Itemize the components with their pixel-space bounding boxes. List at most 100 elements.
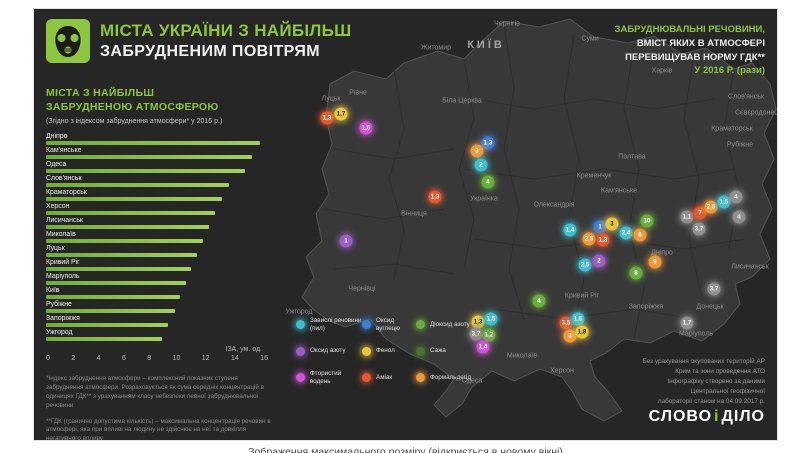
map-marker: 1,3 (428, 190, 442, 204)
bar-row: Лисичанськ (46, 217, 278, 230)
map-marker: 2,5 (582, 232, 596, 246)
bar-label: Київ (46, 287, 60, 295)
gas-mask-icon (46, 19, 90, 68)
pollutants-title-line3: ПЕРЕВИЩУВАВ НОРМУ ГДК** (625, 51, 765, 63)
bar-label: Слов'янськ (46, 175, 82, 183)
axis-tick: 4 (96, 355, 101, 363)
bar-row: Рубіжне (46, 301, 278, 314)
city-label: Дніпро (651, 249, 673, 257)
axis-label: ІЗА, ум. од. (225, 346, 262, 354)
source-line: Без урахування окупованих територій АР (642, 358, 765, 365)
map-marker: 1,3 (481, 136, 495, 150)
legend-label: Аміак (376, 373, 393, 381)
bar (46, 169, 245, 174)
legend-color-dot (296, 346, 305, 356)
map-marker: 3,7 (692, 222, 706, 236)
city-label: Українка (470, 195, 498, 203)
legend-label: Формальдегід (430, 373, 472, 381)
fullsize-image-link[interactable]: Зображення максимального розміру (відкри… (248, 446, 563, 453)
city-label: Суми (581, 35, 599, 43)
map-marker: 8 (633, 228, 647, 242)
city-label: Кам'янське (601, 187, 637, 195)
legend-color-dot (362, 320, 371, 330)
bar-label: Лисичанськ (46, 217, 83, 225)
legend-label: Оксид азоту (310, 347, 346, 355)
axis-tick: 6 (121, 355, 126, 363)
map-marker: 1,5 (571, 312, 585, 326)
main-title-line2: ЗАБРУДНЕНИМ ПОВІТРЯМ (100, 43, 320, 60)
map-marker: 4 (729, 190, 743, 204)
bar-label: Одеса (46, 161, 67, 169)
map-marker: 1,7 (680, 316, 694, 330)
pollutants-title-line2: ВМІСТ ЯКИХ В АТМОСФЕРІ (636, 37, 765, 49)
bar-row: Ужгород (46, 329, 278, 342)
source-line: лабораторії станом на 04.09.2017 р. (657, 397, 765, 405)
axis-tick: 16 (260, 355, 268, 363)
source-line: Крим та зони проведення АТО (675, 367, 765, 375)
map-marker: 3,5 (559, 316, 573, 330)
city-label: Ужгород (285, 308, 313, 316)
bar-row: Миколаїв (46, 231, 278, 244)
city-label: Вінниця (401, 210, 427, 218)
map-marker: 1,3 (320, 111, 334, 125)
city-label: Олександрія (533, 201, 575, 209)
city-label: Кривий Ріг (564, 292, 600, 300)
legend-label: Завислі речовини (пил) (310, 317, 362, 332)
header: МІСТА УКРАЇНИ З НАЙБІЛЬШ ЗАБРУДНЕНИМ ПОВ… (46, 19, 352, 68)
legend-item: Фенол (362, 346, 416, 356)
marker-layer: 1,3 1,7 1,6 1,3 3 2 4 1,3 1 1,4 1 3 2,5 1,3 2,4 8 10 2,5 2… (34, 9, 777, 440)
pollutants-title-line4: У 2016 Р. (рази) (694, 65, 765, 77)
legend: Завислі речовини (пил) Оксид вуглецю Діокс… (296, 317, 472, 386)
bar-label: Ужгород (46, 329, 73, 337)
map-marker: 9 (648, 255, 662, 269)
legend-item: Формальдегід (416, 370, 472, 386)
chart-panel: МІСТА З НАЙБІЛЬШ ЗАБРУДНЕНОЮ АТМОСФЕРОЮ … (46, 87, 278, 441)
city-label: Слов'янськ (727, 93, 765, 101)
bar-row: Київ (46, 287, 278, 300)
city-label: Рубіжне (726, 141, 754, 149)
legend-label: Оксид вуглецю (376, 317, 401, 332)
city-label: Кременчук (576, 172, 612, 180)
main-title-line1: МІСТА УКРАЇНИ З НАЙБІЛЬШ (100, 21, 352, 40)
city-label: Чернівці (348, 285, 376, 293)
bar-label: Маріуполь (46, 273, 80, 281)
city-label: Маріуполь (678, 330, 714, 338)
bar-row: Кам'янське (46, 147, 278, 160)
chart-title-line1: МІСТА З НАЙБІЛЬШ (46, 87, 155, 99)
city-label: Житомир (420, 44, 452, 52)
bar-label: Запоріжжя (46, 315, 80, 323)
city-label: Миколаїв (506, 352, 538, 360)
city-label: Чернігів (494, 20, 520, 28)
footnote-2: **ГДК (гранично допустима кількість) – м… (46, 417, 271, 441)
pollutants-title-line1: ЗАБРУДНЮВАЛЬНІ РЕЧОВИНИ, (614, 24, 765, 35)
map-marker: 3,7 (469, 327, 483, 341)
chart-subtitle: (Згідно з індексом забруднення атмосфери… (46, 118, 223, 126)
bar (46, 141, 260, 146)
city-label: Донецьк (696, 303, 724, 311)
map-marker: 3 (605, 217, 619, 231)
bar-row: Маріуполь (46, 273, 278, 286)
map-marker: 1,3 (596, 233, 610, 247)
bar-label: Кам'янське (46, 147, 82, 155)
legend-label: Діоксид азоту (430, 320, 470, 328)
bar-row: Запоріжжя (46, 315, 278, 328)
city-label: Лисичанськ (731, 263, 769, 271)
bar-label: Луцьк (46, 245, 65, 253)
legend-item: Сажа (416, 346, 470, 356)
city-labels: Ужгород Луцьк Рівне Житомир КИЇВ Чернігів Суми… (34, 9, 777, 440)
bar-label: Херсон (46, 203, 70, 211)
map-marker: 10 (640, 214, 654, 228)
bar (46, 295, 181, 300)
bar-row: Дніпро (46, 133, 278, 146)
map-marker: 8 (629, 266, 643, 280)
bar (46, 197, 223, 202)
city-label: Запоріжжя (628, 303, 664, 311)
legend-item: Діоксид азоту (416, 317, 470, 333)
map-marker: 7 (693, 206, 707, 220)
map-marker: 3 (563, 329, 577, 343)
map-marker: 4 (732, 210, 746, 224)
city-label: Біла Церква (442, 97, 482, 105)
bar-label: Дніпро (46, 133, 68, 141)
bar-row: Слов'янськ (46, 175, 278, 188)
map-marker: 1,1 (680, 210, 694, 224)
